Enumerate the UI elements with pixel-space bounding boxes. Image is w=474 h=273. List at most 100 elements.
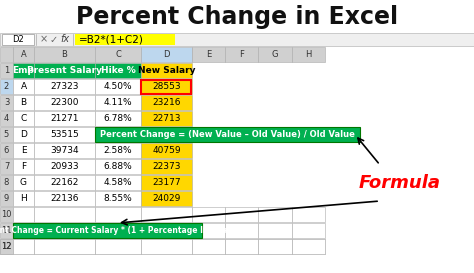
Text: 4: 4 bbox=[4, 114, 9, 123]
Text: D: D bbox=[163, 50, 170, 59]
Bar bbox=[0, 79, 13, 94]
Text: C: C bbox=[20, 114, 27, 123]
Text: fx: fx bbox=[61, 34, 70, 44]
Text: 4.58%: 4.58% bbox=[104, 178, 132, 187]
Bar bbox=[13, 159, 34, 174]
Bar bbox=[225, 223, 258, 238]
Text: 21271: 21271 bbox=[50, 114, 79, 123]
Text: 20933: 20933 bbox=[50, 162, 79, 171]
Text: Formula: Formula bbox=[359, 174, 441, 192]
Text: 53515: 53515 bbox=[50, 130, 79, 139]
Bar bbox=[13, 127, 34, 142]
Bar bbox=[13, 175, 34, 190]
Text: B: B bbox=[20, 98, 27, 107]
Text: E: E bbox=[206, 50, 211, 59]
Bar bbox=[225, 239, 258, 254]
Text: H: H bbox=[20, 194, 27, 203]
Bar bbox=[0, 47, 13, 62]
Bar bbox=[34, 47, 95, 62]
Bar bbox=[192, 223, 225, 238]
Bar bbox=[34, 191, 95, 206]
Bar bbox=[95, 79, 141, 94]
Text: 8: 8 bbox=[4, 178, 9, 187]
Bar bbox=[13, 143, 34, 158]
Text: 1: 1 bbox=[4, 66, 9, 75]
Bar bbox=[95, 239, 141, 254]
Bar bbox=[192, 239, 225, 254]
Bar bbox=[13, 191, 34, 206]
Bar bbox=[0, 111, 13, 126]
Bar bbox=[0, 143, 13, 158]
Bar bbox=[13, 239, 34, 254]
Bar bbox=[0, 95, 13, 110]
Bar bbox=[95, 111, 141, 126]
Text: 27323: 27323 bbox=[50, 82, 79, 91]
Bar bbox=[0, 175, 13, 190]
Bar bbox=[95, 47, 141, 62]
Text: A: A bbox=[20, 82, 27, 91]
Bar bbox=[13, 223, 202, 238]
Bar bbox=[141, 47, 192, 62]
Bar bbox=[95, 223, 141, 238]
Bar bbox=[192, 47, 225, 62]
Bar bbox=[13, 95, 34, 110]
Bar bbox=[0, 127, 13, 142]
Bar bbox=[0, 63, 13, 78]
Text: E: E bbox=[21, 146, 27, 155]
Text: 11: 11 bbox=[1, 226, 12, 235]
Bar bbox=[34, 239, 95, 254]
Text: 6.88%: 6.88% bbox=[104, 162, 132, 171]
Bar bbox=[141, 127, 192, 142]
Bar bbox=[292, 223, 325, 238]
Bar bbox=[95, 239, 141, 254]
Text: B: B bbox=[62, 50, 67, 59]
Text: 6.78%: 6.78% bbox=[104, 114, 132, 123]
Bar bbox=[258, 207, 292, 222]
Text: 12: 12 bbox=[1, 242, 12, 251]
Bar bbox=[292, 239, 325, 254]
Bar bbox=[141, 111, 192, 126]
Bar bbox=[141, 239, 192, 254]
Text: 5: 5 bbox=[4, 130, 9, 139]
Text: 12: 12 bbox=[1, 242, 12, 251]
Text: 40759: 40759 bbox=[152, 146, 181, 155]
Bar bbox=[141, 239, 192, 254]
Bar bbox=[95, 95, 141, 110]
Bar bbox=[95, 175, 141, 190]
Bar bbox=[95, 159, 141, 174]
Text: 22300: 22300 bbox=[50, 98, 79, 107]
Text: 3: 3 bbox=[4, 98, 9, 107]
Text: G: G bbox=[20, 178, 27, 187]
Text: G: G bbox=[272, 50, 278, 59]
Bar bbox=[13, 63, 34, 78]
Text: H: H bbox=[305, 50, 312, 59]
Text: A: A bbox=[21, 50, 27, 59]
Bar bbox=[13, 239, 34, 254]
Bar bbox=[192, 239, 225, 254]
Bar bbox=[13, 47, 34, 62]
Text: 23216: 23216 bbox=[152, 98, 181, 107]
Text: 23177: 23177 bbox=[152, 178, 181, 187]
Text: 22373: 22373 bbox=[152, 162, 181, 171]
Bar bbox=[0, 33, 474, 46]
Bar bbox=[258, 223, 292, 238]
Text: 39734: 39734 bbox=[50, 146, 79, 155]
Bar bbox=[34, 159, 95, 174]
Text: =B2*(1+C2): =B2*(1+C2) bbox=[79, 34, 144, 44]
Bar bbox=[258, 239, 292, 254]
Text: F: F bbox=[239, 50, 244, 59]
Bar bbox=[0, 159, 13, 174]
Text: 9: 9 bbox=[4, 194, 9, 203]
Bar bbox=[258, 47, 292, 62]
Bar bbox=[95, 63, 141, 78]
Text: Hike %: Hike % bbox=[100, 66, 136, 75]
Bar bbox=[292, 207, 325, 222]
Bar bbox=[95, 191, 141, 206]
Bar bbox=[0, 239, 13, 254]
Bar bbox=[34, 223, 95, 238]
Bar bbox=[34, 63, 95, 78]
Text: ×: × bbox=[40, 34, 48, 44]
Bar bbox=[34, 79, 95, 94]
Text: 24029: 24029 bbox=[152, 194, 181, 203]
Text: Present Salary: Present Salary bbox=[27, 66, 102, 75]
